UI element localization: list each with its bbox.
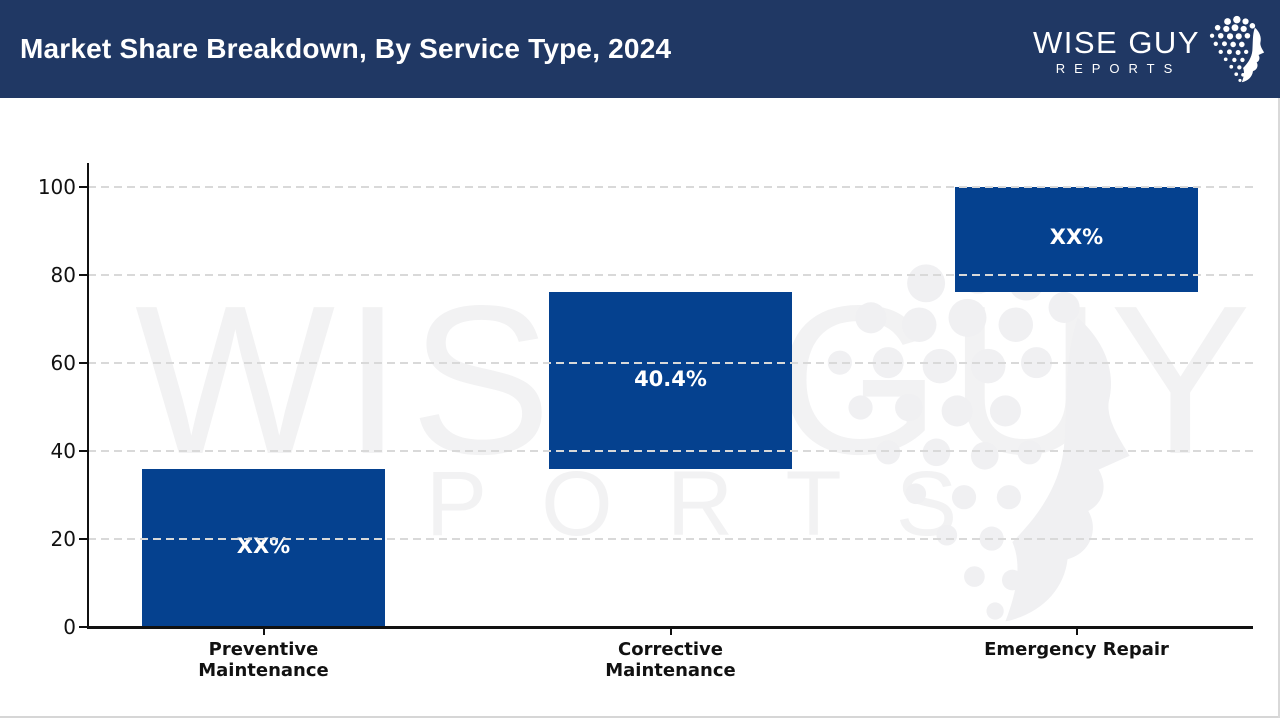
x-category-label: Emergency Repair (917, 639, 1237, 660)
y-axis-line (87, 163, 89, 629)
x-category-label-line: Preventive (208, 639, 319, 660)
x-tick-mark (669, 629, 672, 635)
bar-value-label: XX% (1049, 225, 1104, 250)
gridline (88, 186, 1253, 188)
gridline (88, 450, 1253, 452)
y-tick-mark (79, 626, 87, 628)
y-tick-label: 80 (50, 263, 76, 287)
logo-face-icon (1209, 15, 1265, 83)
y-tick-mark (79, 538, 87, 540)
x-category-label: Corrective Maintenance (511, 639, 831, 681)
right-hairline (1278, 98, 1280, 718)
x-category-label-line: Maintenance (605, 660, 736, 681)
y-tick-mark (79, 450, 87, 452)
gridline (88, 538, 1253, 540)
bar-emergency-repair: XX% (955, 187, 1198, 292)
y-tick-mark (79, 274, 87, 276)
logo-reports-text: REPORTS (1055, 61, 1182, 76)
logo-text: WISE GUY REPORTS (1032, 25, 1200, 77)
page-title: Market Share Breakdown, By Service Type,… (20, 33, 672, 64)
wise-guy-reports-logo: WISE GUY REPORTS (1033, 6, 1266, 94)
y-tick-label: 20 (50, 527, 76, 551)
x-category-label-line: Emergency Repair (984, 639, 1169, 660)
bottom-hairline (0, 716, 1280, 718)
x-category-label: Preventive Maintenance (104, 639, 424, 681)
y-tick-label: 100 (37, 175, 76, 199)
logo-wordmark: WISE GUY (1032, 25, 1200, 60)
bar-value-label: 40.4% (634, 366, 707, 391)
gridline (88, 274, 1253, 276)
bar-preventive-maintenance: XX% (142, 469, 385, 627)
x-category-label-line: Corrective (618, 639, 723, 660)
gridline (88, 362, 1253, 364)
x-tick-mark (262, 629, 265, 635)
y-tick-label: 40 (50, 439, 76, 463)
y-tick-label: 0 (63, 615, 76, 639)
y-tick-label: 60 (50, 351, 76, 375)
x-tick-mark (1075, 629, 1078, 635)
y-tick-mark (79, 362, 87, 364)
x-axis-line (87, 626, 1253, 629)
header-bar: Market Share Breakdown, By Service Type,… (0, 0, 1280, 98)
x-category-label-line: Maintenance (198, 660, 329, 681)
bar-corrective-maintenance: 40.4% (549, 291, 792, 470)
y-tick-mark (79, 186, 87, 188)
